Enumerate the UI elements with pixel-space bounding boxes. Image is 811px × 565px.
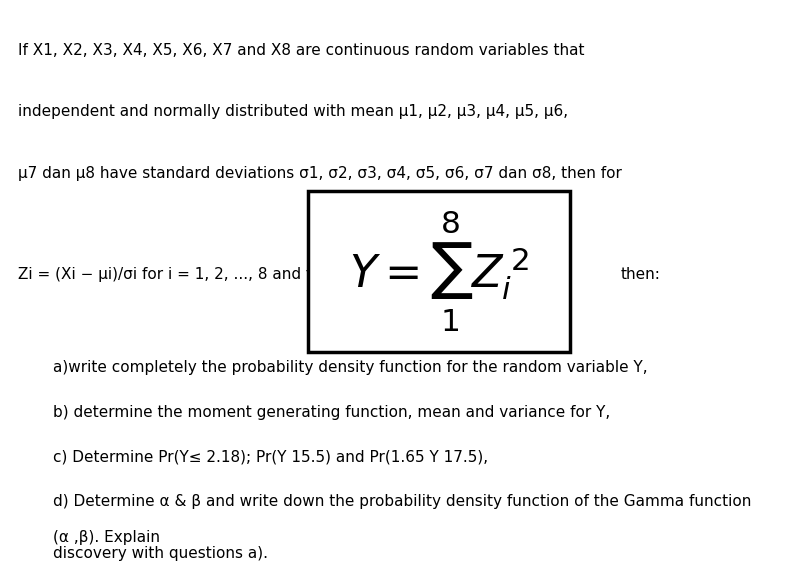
Text: $Y = \sum_{1}^{8} Z_i^{\,2}$: $Y = \sum_{1}^{8} Z_i^{\,2}$ [349, 208, 529, 334]
Text: If X1, X2, X3, X4, X5, X6, X7 and X8 are continuous random variables that: If X1, X2, X3, X4, X5, X6, X7 and X8 are… [18, 43, 584, 58]
Text: b) determine the moment generating function, mean and variance for Y,: b) determine the moment generating funct… [53, 405, 609, 420]
Text: independent and normally distributed with mean μ1, μ2, μ3, μ4, μ5, μ6,: independent and normally distributed wit… [18, 105, 568, 119]
Text: (α ,β). Explain: (α ,β). Explain [53, 530, 159, 545]
Text: c) Determine Pr(Y≤ 2.18); Pr(Y 15.5) and Pr(1.65 Y 17.5),: c) Determine Pr(Y≤ 2.18); Pr(Y 15.5) and… [53, 450, 487, 464]
Text: discovery with questions a).: discovery with questions a). [53, 546, 267, 561]
Text: Zi = (Xi − μi)/σi for i = 1, 2, ..., 8 and then Y =: Zi = (Xi − μi)/σi for i = 1, 2, ..., 8 a… [18, 267, 372, 281]
FancyBboxPatch shape [307, 190, 569, 352]
Text: then:: then: [620, 267, 659, 281]
Text: μ7 dan μ8 have standard deviations σ1, σ2, σ3, σ4, σ5, σ6, σ7 dan σ8, then for: μ7 dan μ8 have standard deviations σ1, σ… [18, 166, 621, 181]
Text: d) Determine α & β and write down the probability density function of the Gamma : d) Determine α & β and write down the pr… [53, 494, 750, 509]
Text: a)write completely the probability density function for the random variable Y,: a)write completely the probability densi… [53, 360, 646, 375]
